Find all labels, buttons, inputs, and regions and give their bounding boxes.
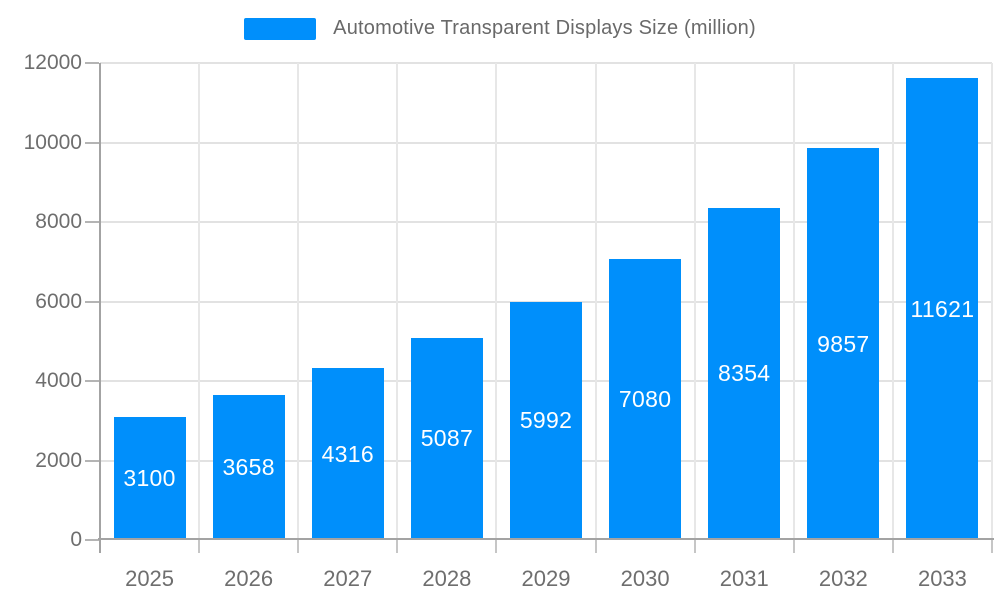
- y-tick: [85, 380, 99, 382]
- x-tick: [792, 540, 795, 553]
- legend-swatch: [244, 17, 317, 40]
- x-axis-label: 2030: [620, 566, 670, 591]
- h-gridline: [100, 141, 992, 144]
- x-tick: [198, 540, 201, 553]
- y-tick: [85, 221, 99, 223]
- bar-value-label: 7080: [618, 385, 672, 412]
- y-tick: [85, 300, 99, 303]
- x-axis-label: 2029: [521, 566, 571, 591]
- bar-value-label: 11621: [910, 295, 975, 322]
- y-axis-label: 6000: [35, 289, 82, 313]
- bar-value-label: 3100: [123, 464, 176, 491]
- x-axis-label: 2027: [323, 566, 373, 591]
- v-gridline: [891, 63, 894, 540]
- bar-value-label: 5087: [420, 425, 474, 452]
- x-tick: [594, 540, 597, 553]
- y-axis-label: 8000: [35, 210, 82, 233]
- x-axis-line: [98, 538, 994, 540]
- x-tick: [297, 540, 300, 553]
- bar-2032[interactable]: 9857: [807, 148, 880, 540]
- legend: Automotive Transparent Displays Size (mi…: [0, 17, 1000, 40]
- x-axis-label: 2028: [422, 566, 472, 591]
- v-gridline: [198, 63, 201, 540]
- bar-2029[interactable]: 5992: [510, 301, 582, 540]
- h-gridline: [100, 300, 992, 303]
- y-axis-label: 10000: [23, 130, 82, 154]
- x-axis-label: 2033: [917, 566, 967, 591]
- h-gridline: [100, 221, 992, 223]
- v-gridline: [594, 63, 597, 540]
- y-axis-line: [99, 63, 101, 553]
- x-axis-label: 2031: [719, 566, 769, 591]
- y-axis-label: 12000: [23, 51, 82, 74]
- v-gridline: [396, 63, 399, 540]
- v-gridline: [297, 63, 300, 540]
- bar-2026[interactable]: 3658: [212, 394, 285, 540]
- y-axis-label: 4000: [35, 369, 82, 392]
- bar-value-label: 8354: [718, 360, 771, 387]
- h-gridline: [100, 62, 992, 64]
- y-tick: [85, 459, 99, 462]
- bar-value-label: 4316: [321, 440, 374, 467]
- x-axis-label: 2032: [818, 566, 868, 591]
- bar-2025[interactable]: 3100: [113, 416, 186, 540]
- x-axis-label: 2025: [125, 566, 175, 591]
- bar-2030[interactable]: 7080: [609, 258, 682, 540]
- x-tick: [991, 540, 993, 553]
- bar-2027[interactable]: 4316: [311, 368, 384, 540]
- bar-value-label: 5992: [519, 407, 573, 434]
- y-tick: [85, 539, 99, 541]
- x-tick: [396, 540, 399, 553]
- v-gridline: [792, 63, 795, 540]
- x-tick: [495, 540, 498, 553]
- v-gridline: [495, 63, 498, 540]
- bar-2033[interactable]: 11621: [906, 78, 979, 540]
- legend-item[interactable]: Automotive Transparent Displays Size (mi…: [244, 17, 756, 40]
- bar-value-label: 9857: [817, 330, 870, 357]
- v-gridline: [991, 63, 993, 540]
- x-axis-label: 2026: [224, 566, 274, 591]
- y-axis-label: 2000: [35, 448, 82, 472]
- bar-2028[interactable]: 5087: [410, 337, 483, 540]
- y-tick: [85, 62, 99, 64]
- plot-area: 0 2000 4000 6000 8000 10000 12000 3100 2025 3658 2…: [24, 51, 994, 591]
- v-gridline: [693, 63, 696, 540]
- bar-2031[interactable]: 8354: [708, 207, 781, 540]
- bar-value-label: 3658: [222, 453, 275, 480]
- y-axis-label: 0: [70, 528, 82, 551]
- legend-label: Automotive Transparent Displays Size (mi…: [333, 17, 756, 39]
- x-tick: [891, 540, 894, 553]
- y-tick: [85, 141, 99, 144]
- x-tick: [693, 540, 696, 553]
